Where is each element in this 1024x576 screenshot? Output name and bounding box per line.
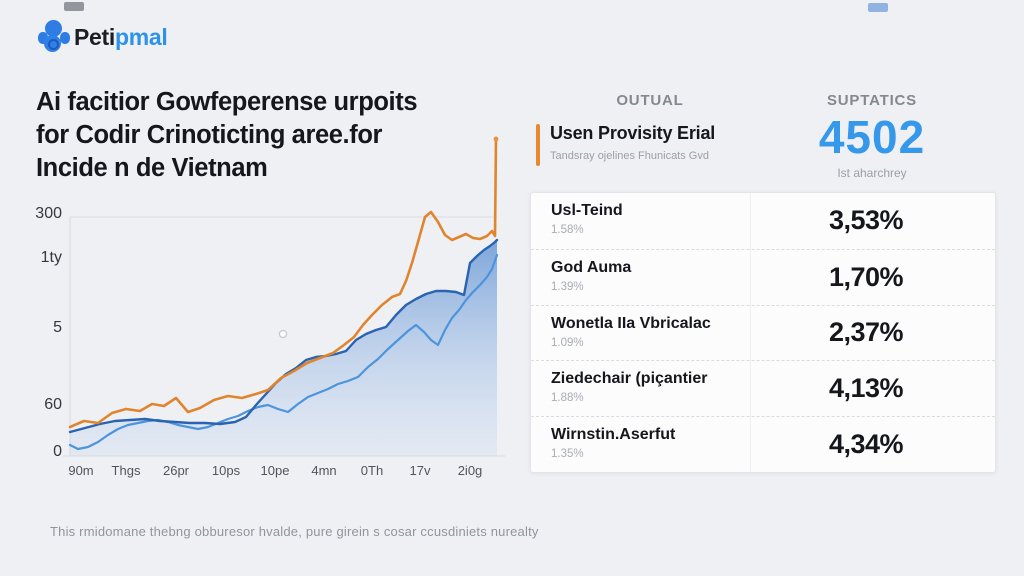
y-tick-label: 1ty <box>40 249 62 266</box>
row-value-percent: 4,34% <box>828 429 904 460</box>
stat-big-number: 4502 <box>818 111 926 163</box>
row-name: Usl-Teind <box>551 202 623 219</box>
y-tick-label: 300 <box>35 205 62 222</box>
brand-name-blue: pmal <box>114 24 168 50</box>
y-tick-label: 60 <box>44 396 62 413</box>
row-name: Ziedechair (piçantier <box>551 370 708 388</box>
footer-note: This rmidomane thebng obburesor hvalde, … <box>50 524 539 539</box>
brand-logo-icon[interactable] <box>38 20 70 53</box>
row-sub-percent: 1.39% <box>551 280 584 293</box>
row-name: God Auma <box>551 258 632 276</box>
x-tick-label: Thgs <box>111 463 141 478</box>
column-header-outual: OUTUAL <box>616 92 684 109</box>
table-row: Usl-Teind 1.58% 3,53% <box>531 193 995 249</box>
title-line-1: Ai facitior Gowfeperense urpoits <box>36 88 418 116</box>
x-tick-label: 90m <box>68 463 94 478</box>
logo-ring <box>48 39 59 50</box>
row-sub-percent: 1.88% <box>551 392 584 405</box>
table-row: Ziedechair (piçantier 1.88% 4,13% <box>531 360 995 416</box>
x-tick-label: 4mn <box>311 463 337 478</box>
stats-table-card: Usl-Teind 1.58% 3,53% God Auma 1.39% 1,70% Won… <box>530 192 996 473</box>
brand-name: Petipmal <box>74 24 168 51</box>
top-right-mark-icon <box>868 3 888 12</box>
page-title: Ai facitior Gowfeperense urpoits for Cod… <box>36 86 506 185</box>
y-tick-label: 5 <box>53 319 62 336</box>
top-left-mark-icon <box>64 2 84 11</box>
row-value-percent: 3,53% <box>828 205 904 236</box>
logo-petal <box>38 32 48 44</box>
x-tick-label: 26pr <box>162 463 190 478</box>
table-row: God Auma 1.39% 1,70% <box>531 248 995 305</box>
table-row: Wirnstin.Aserfut 1.35% 4,34% <box>531 416 995 472</box>
highlight-accent-bar <box>536 124 540 166</box>
logo-petal <box>45 20 62 37</box>
y-tick-label: 0 <box>53 443 62 460</box>
row-value-percent: 4,13% <box>828 373 904 404</box>
x-tick-label: 2i0g <box>457 463 483 478</box>
logo-petal <box>44 35 61 52</box>
title-line-2: for Codir Crinoticting aree.for <box>36 121 383 149</box>
row-sub-percent: 1.09% <box>551 336 584 349</box>
table-rows: Usl-Teind 1.58% 3,53% God Auma 1.39% 1,70% Won… <box>531 193 995 472</box>
stat-caption: Ist aharchrey <box>837 166 907 180</box>
x-tick-label: 10pe <box>260 463 290 478</box>
title-line-3: Incide n de Vietnam <box>36 154 268 182</box>
highlight-title: Usen Provisity Erial <box>550 123 716 143</box>
x-tick-label: 10ps <box>211 463 241 478</box>
row-value-percent: 1,70% <box>828 261 904 292</box>
logo-petal <box>60 32 70 44</box>
row-sub-percent: 1.58% <box>551 224 584 236</box>
highlight-subtitle: Tandsray ojelines Fhunicats Gvd <box>550 150 709 162</box>
column-header-suptatics: SUPTATICS <box>827 92 917 109</box>
row-value-percent: 2,37% <box>828 317 904 348</box>
table-column-divider <box>750 193 751 472</box>
x-tick-label: 17v <box>409 463 431 478</box>
x-tick-label: 0Th <box>360 463 384 478</box>
row-name: Wirnstin.Aserfut <box>551 426 676 444</box>
brand-name-dark: Peti <box>74 24 115 50</box>
row-name: Wonetla IIa Vbricalac <box>551 314 711 332</box>
table-row: Wonetla IIa Vbricalac 1.09% 2,37% <box>531 304 995 361</box>
row-sub-percent: 1.35% <box>551 448 584 461</box>
